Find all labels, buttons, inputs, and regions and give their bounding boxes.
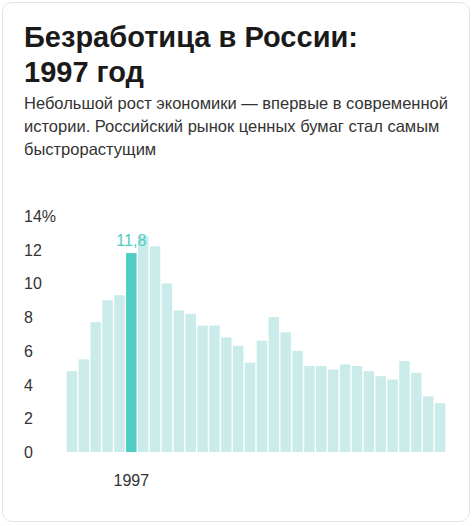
y-tick-label: 14%	[24, 208, 56, 225]
bar	[67, 371, 77, 452]
bar	[280, 332, 290, 452]
bar	[269, 317, 279, 452]
bar	[114, 295, 124, 452]
y-tick-label: 2	[24, 410, 33, 427]
bar	[197, 326, 207, 452]
bar	[138, 236, 148, 452]
x-tick-label: 1997	[114, 472, 150, 489]
y-tick-label: 10	[24, 275, 42, 292]
bar	[126, 253, 136, 452]
chart: 0 2 4 6 8 10 12 14% 11,8 1997	[0, 0, 474, 526]
bar	[90, 322, 100, 452]
y-tick-label: 4	[24, 377, 33, 394]
bar	[79, 359, 89, 452]
bar	[352, 366, 362, 452]
bar	[185, 314, 195, 452]
bar	[209, 326, 219, 452]
y-tick-label: 0	[24, 444, 33, 461]
bar	[387, 380, 397, 452]
bar	[340, 364, 350, 452]
bars	[67, 236, 446, 452]
bar	[292, 351, 302, 452]
bar	[435, 403, 445, 452]
bar	[174, 310, 184, 452]
bar	[233, 346, 243, 452]
bar	[150, 246, 160, 452]
bar	[316, 366, 326, 452]
bar	[245, 363, 255, 452]
bar	[411, 373, 421, 452]
bar	[423, 396, 433, 452]
title: Безработица в России:1997 год	[24, 20, 454, 90]
bar	[304, 366, 314, 452]
data-label: 11,8	[116, 232, 146, 249]
bar	[257, 341, 267, 452]
bar	[162, 283, 172, 452]
bar	[328, 369, 338, 452]
bar	[364, 371, 374, 452]
bar	[221, 337, 231, 452]
subtitle: Небольшой рост экономики — впервые в сов…	[24, 92, 454, 161]
bar	[399, 361, 409, 452]
y-tick-label: 6	[24, 343, 33, 360]
bar	[102, 300, 112, 452]
bar	[375, 376, 385, 452]
y-tick-label: 8	[24, 309, 33, 326]
y-tick-label: 12	[24, 242, 42, 259]
